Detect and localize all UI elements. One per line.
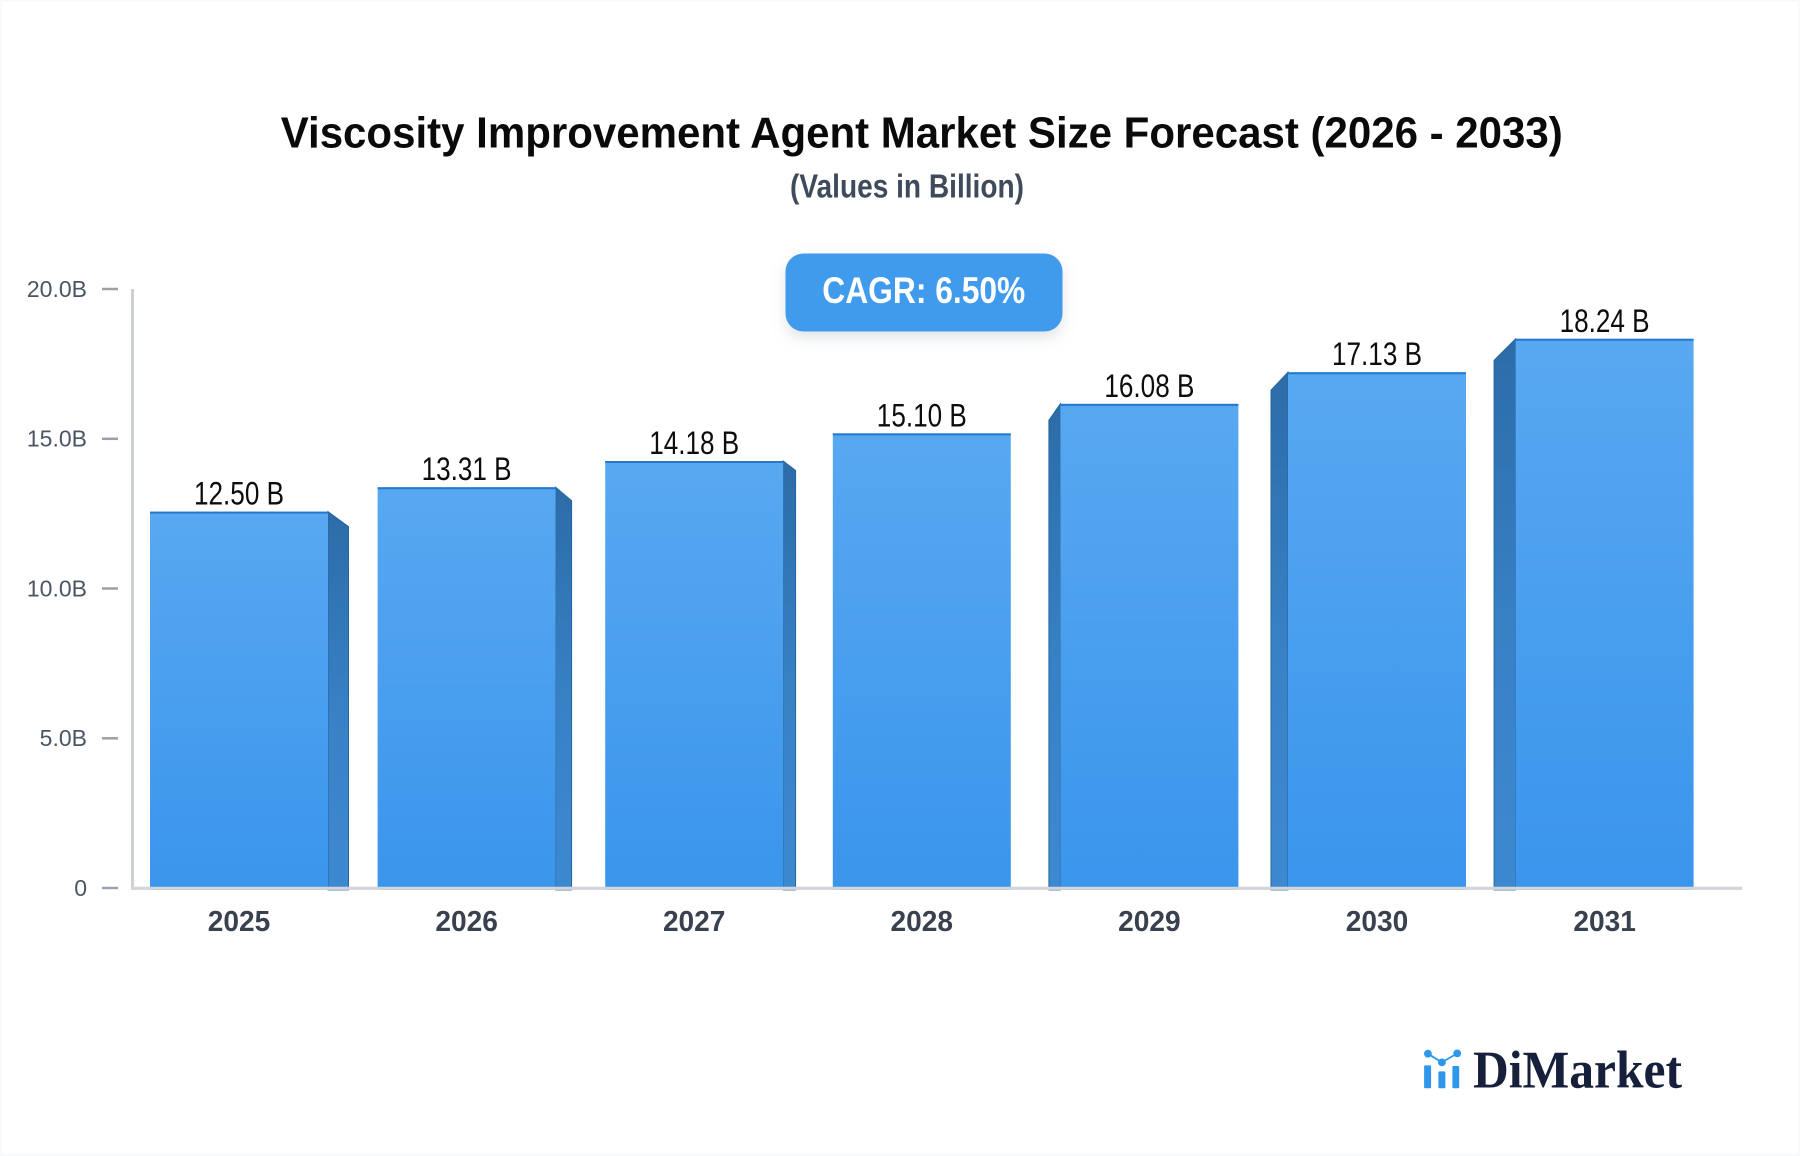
svg-text:15.0B: 15.0B (27, 426, 87, 452)
svg-text:15.10 B: 15.10 B (877, 397, 967, 433)
svg-text:13.31 B: 13.31 B (422, 451, 512, 487)
svg-text:2029: 2029 (1118, 906, 1181, 938)
svg-text:(Values in Billion): (Values in Billion) (790, 168, 1024, 205)
svg-text:0: 0 (74, 875, 87, 901)
svg-text:2025: 2025 (208, 906, 271, 938)
svg-text:12.50 B: 12.50 B (194, 476, 284, 512)
svg-text:2027: 2027 (663, 906, 726, 938)
svg-text:Viscosity Improvement Agent Ma: Viscosity Improvement Agent Market Size … (281, 109, 1563, 158)
svg-text:DiMarket: DiMarket (1473, 1042, 1682, 1100)
svg-text:16.08 B: 16.08 B (1104, 368, 1194, 404)
svg-text:14.18 B: 14.18 B (649, 425, 739, 461)
svg-text:2026: 2026 (435, 906, 498, 938)
svg-text:5.0B: 5.0B (40, 725, 87, 751)
svg-text:2028: 2028 (891, 906, 954, 938)
svg-text:2030: 2030 (1346, 906, 1409, 938)
svg-text:18.24 B: 18.24 B (1560, 303, 1650, 339)
svg-text:20.0B: 20.0B (27, 276, 87, 302)
svg-text:2031: 2031 (1573, 906, 1636, 938)
svg-text:17.13 B: 17.13 B (1332, 336, 1422, 372)
svg-text:10.0B: 10.0B (27, 575, 87, 601)
svg-text:CAGR: 6.50%: CAGR: 6.50% (822, 270, 1025, 311)
